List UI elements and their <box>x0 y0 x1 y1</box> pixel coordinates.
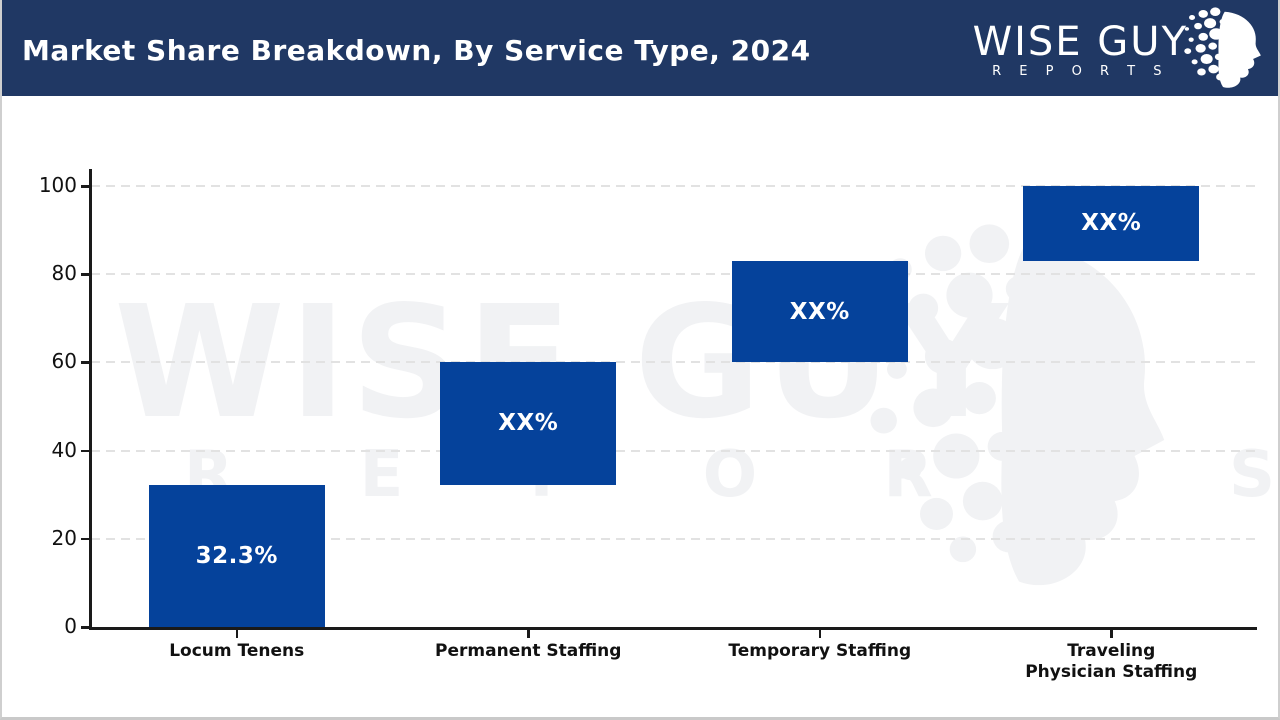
gridline <box>91 273 1257 276</box>
y-tick-label: 80 <box>51 261 77 286</box>
y-axis-tick <box>81 361 89 364</box>
logo-subtext: R E P O R T S <box>992 63 1169 79</box>
x-axis-tick <box>235 630 239 638</box>
y-tick-label: 100 <box>38 173 77 197</box>
gridline <box>91 361 1257 364</box>
logo-wordmark: WISE GUY <box>972 18 1188 65</box>
bar-value-label: XX% <box>789 298 850 325</box>
header-bar: Market Share Breakdown, By Service Type,… <box>2 0 1278 96</box>
y-axis-tick <box>81 449 89 453</box>
waterfall-bar: XX% <box>1023 186 1200 261</box>
x-category-label: Traveling Physician Staffing <box>1025 641 1198 682</box>
x-category-label: Temporary Staffing <box>728 641 912 661</box>
x-axis-tick <box>818 630 822 638</box>
waterfall-bar: XX% <box>440 362 617 485</box>
y-axis-tick <box>81 185 89 188</box>
y-axis-spine <box>89 169 92 630</box>
bar-value-label: XX% <box>1081 210 1142 237</box>
bar-value-label: 32.3% <box>195 542 278 569</box>
y-axis-tick <box>81 273 89 276</box>
brand-logo: WISE GUY R E P O R T S <box>973 6 1266 92</box>
y-axis-tick <box>81 537 89 541</box>
x-category-label: Permanent Staffing <box>435 641 622 661</box>
bar-value-label: XX% <box>498 410 559 437</box>
x-category-label: Locum Tenens <box>169 641 305 661</box>
y-tick-label: 20 <box>51 525 77 550</box>
gridline <box>91 537 1257 540</box>
waterfall-bar: XX% <box>731 260 908 363</box>
x-axis-tick <box>527 630 530 638</box>
x-axis-spine <box>89 627 1257 630</box>
gridline <box>91 449 1257 452</box>
waterfall-bar: 32.3% <box>148 484 325 627</box>
y-axis-tick <box>81 626 89 629</box>
y-tick-label: 60 <box>51 349 77 374</box>
logo-head-icon <box>1184 7 1261 88</box>
logo-text: WISE GUY R E P O R T S <box>973 20 1188 79</box>
x-axis-tick <box>1110 630 1113 638</box>
y-tick-label: 40 <box>51 437 77 462</box>
y-tick-label: 0 <box>64 614 77 638</box>
gridline <box>91 185 1257 187</box>
page-title: Market Share Breakdown, By Service Type,… <box>22 34 811 67</box>
